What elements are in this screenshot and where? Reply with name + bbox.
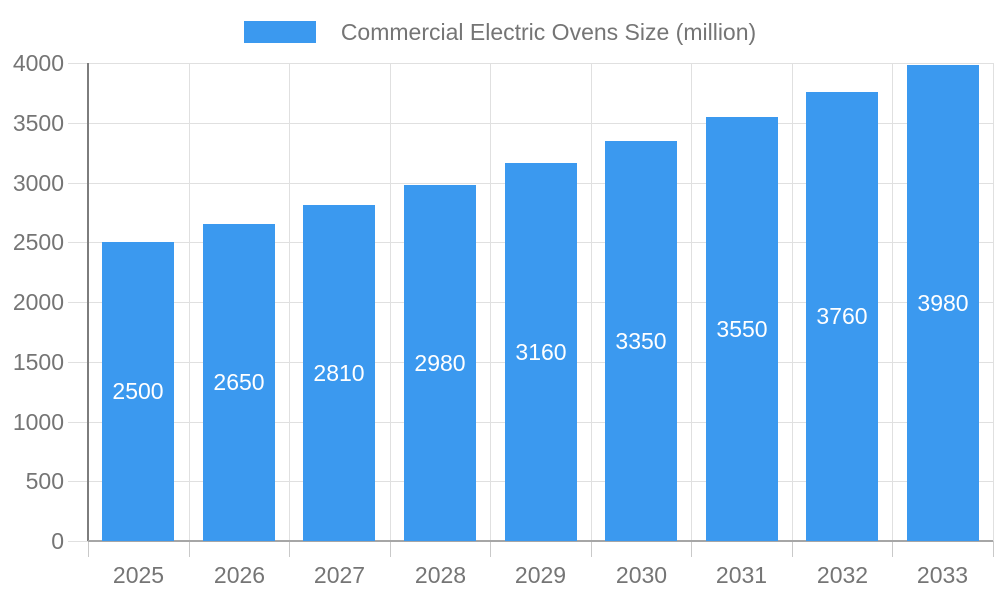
x-axis-baseline: [88, 540, 993, 542]
y-axis-tick-label: 2500: [12, 229, 64, 255]
x-axis-tick-label: 2027: [313, 562, 366, 588]
x-axis-tick: [792, 541, 793, 557]
x-axis-tick-label: 2029: [514, 562, 567, 588]
y-axis-tick-label: 1500: [12, 349, 64, 375]
bar-2033[interactable]: 3980: [907, 65, 979, 541]
horizontal-gridline: [88, 63, 993, 64]
y-axis-tick: [68, 123, 88, 124]
y-axis-tick-label: 0: [51, 528, 64, 554]
y-axis-tick-label: 3000: [12, 170, 64, 196]
bar-value-label: 2650: [213, 369, 265, 395]
bar-2028[interactable]: 2980: [404, 185, 476, 541]
y-axis-tick: [68, 541, 88, 542]
y-axis-tick: [68, 362, 88, 363]
x-axis-tick-label: 2025: [112, 562, 165, 588]
bar-value-label: 3760: [816, 303, 868, 329]
y-axis-tick-label: 3500: [12, 110, 64, 136]
x-axis-tick: [691, 541, 692, 557]
y-axis-tick-label: 500: [25, 468, 64, 494]
vertical-gridline: [993, 63, 994, 541]
y-axis-tick: [68, 183, 88, 184]
vertical-gridline: [691, 63, 692, 541]
x-axis-tick-label: 2031: [715, 562, 768, 588]
bar-2032[interactable]: 3760: [806, 92, 878, 541]
bar-2029[interactable]: 3160: [505, 163, 577, 541]
y-axis-line: [87, 63, 89, 541]
y-axis-tick: [68, 242, 88, 243]
x-axis-tick-label: 2033: [916, 562, 969, 588]
legend-label: Commercial Electric Ovens Size (million): [340, 18, 757, 45]
vertical-gridline: [189, 63, 190, 541]
bar-2026[interactable]: 2650: [203, 224, 275, 541]
bar-2030[interactable]: 3350: [605, 141, 677, 541]
bar-2031[interactable]: 3550: [706, 117, 778, 541]
chart-legend[interactable]: Commercial Electric Ovens Size (million): [0, 18, 1000, 45]
y-axis-tick-label: 2000: [12, 289, 64, 315]
y-axis-tick: [68, 422, 88, 423]
y-axis-tick: [68, 302, 88, 303]
bar-2025[interactable]: 2500: [102, 242, 174, 541]
x-axis-tick: [892, 541, 893, 557]
vertical-gridline: [490, 63, 491, 541]
bar-value-label: 2810: [313, 359, 365, 386]
x-axis-tick: [993, 541, 994, 557]
bar-value-label: 2500: [112, 378, 164, 404]
x-axis-tick-label: 2030: [615, 562, 668, 588]
x-axis-tick: [289, 541, 290, 557]
x-axis-tick: [490, 541, 491, 557]
legend-color-swatch: [243, 21, 316, 43]
bar-2027[interactable]: 2810: [303, 205, 375, 541]
vertical-gridline: [892, 63, 893, 541]
y-axis-tick-label: 1000: [12, 409, 64, 435]
x-axis-tick-label: 2032: [816, 562, 869, 588]
y-axis-tick: [68, 63, 88, 64]
vertical-gridline: [390, 63, 391, 541]
y-axis-tick-label: 4000: [12, 50, 64, 76]
bar-value-label: 3160: [515, 338, 567, 365]
bar-value-label: 3550: [716, 315, 768, 342]
y-axis-tick: [68, 481, 88, 482]
bar-value-label: 3350: [615, 327, 667, 354]
bar-value-label: 2980: [414, 349, 466, 376]
x-axis-tick-label: 2028: [414, 562, 467, 588]
x-axis-tick: [591, 541, 592, 557]
bar-value-label: 3980: [917, 289, 969, 316]
horizontal-gridline: [88, 123, 993, 124]
x-axis-tick: [390, 541, 391, 557]
vertical-gridline: [289, 63, 290, 541]
x-axis-tick: [88, 541, 89, 557]
vertical-gridline: [792, 63, 793, 541]
vertical-gridline: [591, 63, 592, 541]
x-axis-tick: [189, 541, 190, 557]
x-axis-tick-label: 2026: [213, 562, 266, 588]
